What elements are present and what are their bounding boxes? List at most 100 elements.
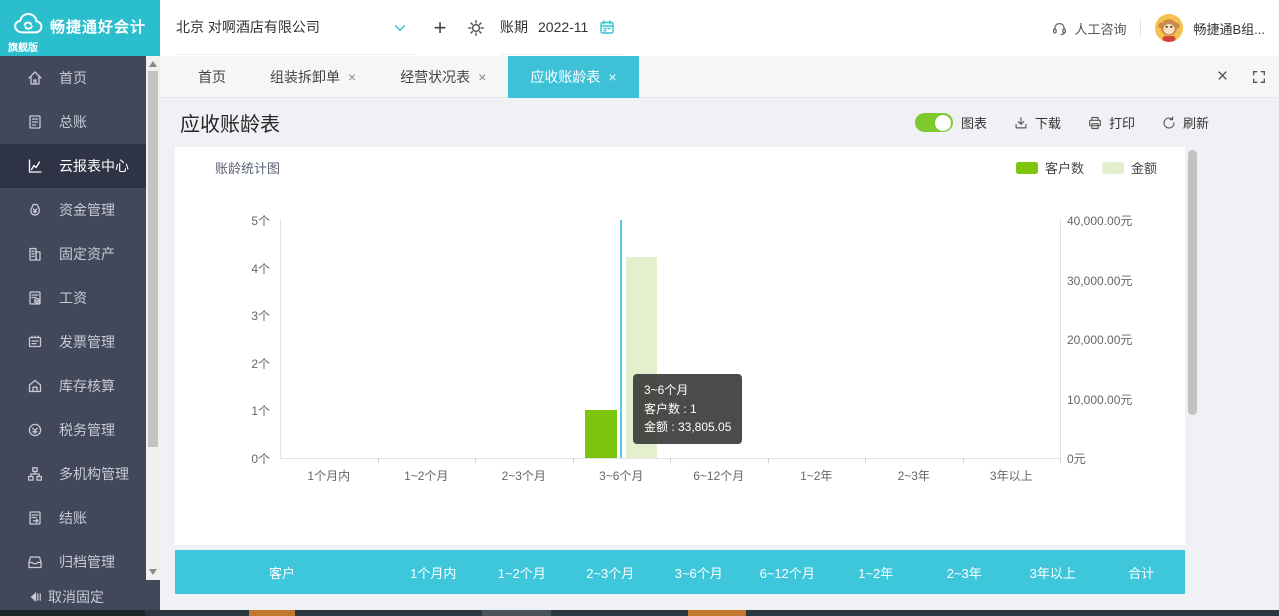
sidebar-item-label: 发票管理 xyxy=(59,334,115,350)
gear-icon[interactable] xyxy=(466,18,486,38)
brand-name: 畅捷通好会计 xyxy=(50,19,147,36)
sidebar-item-cloud-report[interactable]: 云报表中心 xyxy=(0,144,160,188)
tab-close-icon[interactable]: × xyxy=(478,69,487,85)
tab-3[interactable]: 应收账龄表 × xyxy=(508,56,639,98)
sidebar-item-ledger[interactable]: 总账 xyxy=(0,100,160,144)
fullscreen-icon[interactable] xyxy=(1251,69,1267,85)
x-axis-label: 2~3年 xyxy=(897,469,930,483)
tab-label: 首页 xyxy=(198,69,226,85)
legend-label: 客户数 xyxy=(1044,161,1084,176)
right-axis-tick: 40,000.00元 xyxy=(1067,214,1133,228)
table-column-5[interactable]: 6~12个月 xyxy=(759,565,815,581)
x-axis-tick xyxy=(377,458,379,463)
sidebar-item-multi-org[interactable]: 多机构管理 xyxy=(0,452,160,496)
table-column-4[interactable]: 3~6个月 xyxy=(674,565,723,581)
calendar-icon[interactable] xyxy=(598,18,616,36)
right-axis-tick: 30,000.00元 xyxy=(1067,273,1133,288)
sidebar-item-building[interactable]: 固定资产 xyxy=(0,232,160,276)
closing-icon xyxy=(26,509,44,527)
table-column-1[interactable]: 1个月内 xyxy=(410,565,457,581)
sidebar-item-closing[interactable]: 结账 xyxy=(0,496,160,540)
refresh-icon xyxy=(1161,115,1177,131)
bar-客户数-3[interactable] xyxy=(585,410,618,458)
left-axis-tick: 2个 xyxy=(251,356,270,371)
table-column-8[interactable]: 3年以上 xyxy=(1029,565,1076,581)
company-selector[interactable]: 北京 对啊酒店有限公司 xyxy=(176,0,416,55)
legend-item-金额[interactable]: 金额 xyxy=(1101,158,1157,177)
support-button[interactable]: 人工咨询 xyxy=(1051,19,1126,38)
sidebar-item-inventory[interactable]: 库存核算 xyxy=(0,364,160,408)
page-title: 应收账龄表 xyxy=(180,114,280,136)
money-bag-icon xyxy=(26,201,44,219)
sidebar-scrollbar[interactable] xyxy=(146,56,160,580)
scrollbar-thumb[interactable] xyxy=(148,71,158,447)
unpin-sidebar-button[interactable]: 取消固定 xyxy=(0,584,160,610)
unpin-label: 取消固定 xyxy=(48,589,104,605)
scroll-up-icon[interactable] xyxy=(149,61,157,67)
page-toolbar: 图表 下载 打印 刷新 xyxy=(914,113,1209,132)
topbar: 畅捷通好会计 旗舰版 北京 对啊酒店有限公司 + 账期 2022-11 xyxy=(0,0,1279,56)
tab-label: 应收账龄表 xyxy=(530,69,601,85)
sidebar-item-label: 固定资产 xyxy=(59,246,115,262)
tab-close-icon[interactable]: × xyxy=(348,69,357,85)
table-column-0[interactable]: 客户 xyxy=(268,565,295,581)
download-button[interactable]: 下载 xyxy=(1013,113,1061,132)
x-axis-label: 3年以上 xyxy=(989,469,1033,483)
action-label: 打印 xyxy=(1108,116,1135,131)
avatar[interactable] xyxy=(1155,14,1184,42)
x-axis-tick xyxy=(670,458,671,463)
user-name[interactable]: 畅捷通B组... xyxy=(1193,21,1265,37)
sidebar-item-label: 资金管理 xyxy=(59,202,115,218)
tab-close-icon[interactable]: × xyxy=(608,69,617,85)
chevron-down-icon[interactable] xyxy=(392,20,408,36)
x-axis-tick xyxy=(767,458,769,463)
table-column-2[interactable]: 1~2个月 xyxy=(497,565,546,581)
tab-2[interactable]: 经营状况表 × xyxy=(378,56,508,98)
sidebar-item-home[interactable]: 首页 xyxy=(0,56,160,100)
home-icon xyxy=(26,69,44,87)
content-scrollbar-thumb[interactable] xyxy=(1188,150,1197,415)
legend-item-客户数[interactable]: 客户数 xyxy=(1015,158,1084,177)
ledger-icon xyxy=(26,113,44,131)
left-axis-tick: 3个 xyxy=(251,309,270,324)
print-button[interactable]: 打印 xyxy=(1087,113,1135,132)
table-column-7[interactable]: 2~3年 xyxy=(946,565,982,581)
cloud-report-icon xyxy=(26,157,44,175)
chart-tooltip: 3~6个月 客户数 : 1 金额 : 33,805.05 xyxy=(633,374,743,444)
action-label: 下载 xyxy=(1034,116,1061,131)
table-column-9[interactable]: 合计 xyxy=(1128,565,1155,581)
invoice-icon xyxy=(26,333,44,351)
x-axis-label: 1~2个月 xyxy=(404,469,449,483)
sidebar: 首页总账云报表中心资金管理固定资产工资发票管理库存核算税务管理 多机构管理 结账 归档… xyxy=(0,56,160,616)
legend-swatch xyxy=(1101,161,1124,174)
app-logo[interactable]: 畅捷通好会计 旗舰版 xyxy=(0,0,160,56)
close-all-tabs-icon[interactable]: × xyxy=(1217,66,1229,87)
sidebar-item-tax[interactable]: 税务管理 xyxy=(0,408,160,452)
x-axis-tick xyxy=(475,458,476,463)
table-column-3[interactable]: 2~3个月 xyxy=(586,565,635,581)
x-axis-tick xyxy=(1060,458,1061,463)
sidebar-item-salary[interactable]: 工资 xyxy=(0,276,160,320)
salary-icon xyxy=(26,289,44,307)
sidebar-item-label: 总账 xyxy=(59,114,87,130)
sidebar-item-invoice[interactable]: 发票管理 xyxy=(0,320,160,364)
sidebar-item-archive[interactable]: 归档管理 xyxy=(0,540,160,584)
chart-view-toggle[interactable] xyxy=(914,113,953,132)
period-selector[interactable]: 账期 2022-11 xyxy=(500,0,625,55)
company-name: 北京 对啊酒店有限公司 xyxy=(176,19,320,35)
tax-icon xyxy=(26,421,44,439)
left-axis-tick: 1个 xyxy=(251,404,270,419)
tooltip-line: 3~6个月 xyxy=(644,383,689,397)
toggle-label: 图表 xyxy=(960,116,987,131)
legend-swatch xyxy=(1015,161,1038,174)
sidebar-item-label: 库存核算 xyxy=(59,378,115,394)
scroll-down-icon[interactable] xyxy=(149,569,157,575)
brand-edition: 旗舰版 xyxy=(8,43,38,54)
unpin-icon xyxy=(28,589,44,605)
tab-0[interactable]: 首页 xyxy=(176,56,248,98)
add-button[interactable]: + xyxy=(433,15,447,40)
sidebar-item-money-bag[interactable]: 资金管理 xyxy=(0,188,160,232)
table-column-6[interactable]: 1~2年 xyxy=(858,565,894,581)
refresh-button[interactable]: 刷新 xyxy=(1161,113,1209,132)
tab-1[interactable]: 组装拆卸单 × xyxy=(248,56,378,98)
